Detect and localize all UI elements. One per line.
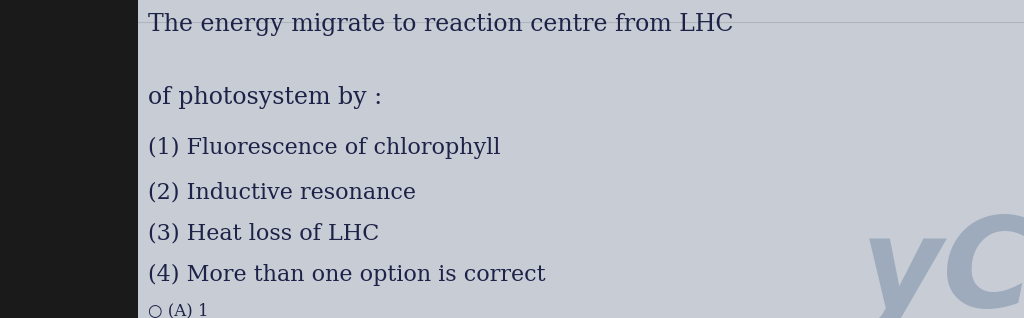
Text: (3) Heat loss of LHC: (3) Heat loss of LHC (148, 223, 380, 245)
Text: (2) Inductive resonance: (2) Inductive resonance (148, 181, 417, 203)
Text: (1) Fluorescence of chlorophyll: (1) Fluorescence of chlorophyll (148, 137, 501, 159)
Bar (0, 0, 138, 318)
Text: of photosystem by :: of photosystem by : (148, 86, 383, 109)
Text: yC: yC (861, 213, 1024, 318)
Text: (4) More than one option is correct: (4) More than one option is correct (148, 264, 546, 286)
Text: ○ (A) 1: ○ (A) 1 (148, 302, 209, 318)
Text: The energy migrate to reaction centre from LHC: The energy migrate to reaction centre fr… (148, 13, 734, 36)
